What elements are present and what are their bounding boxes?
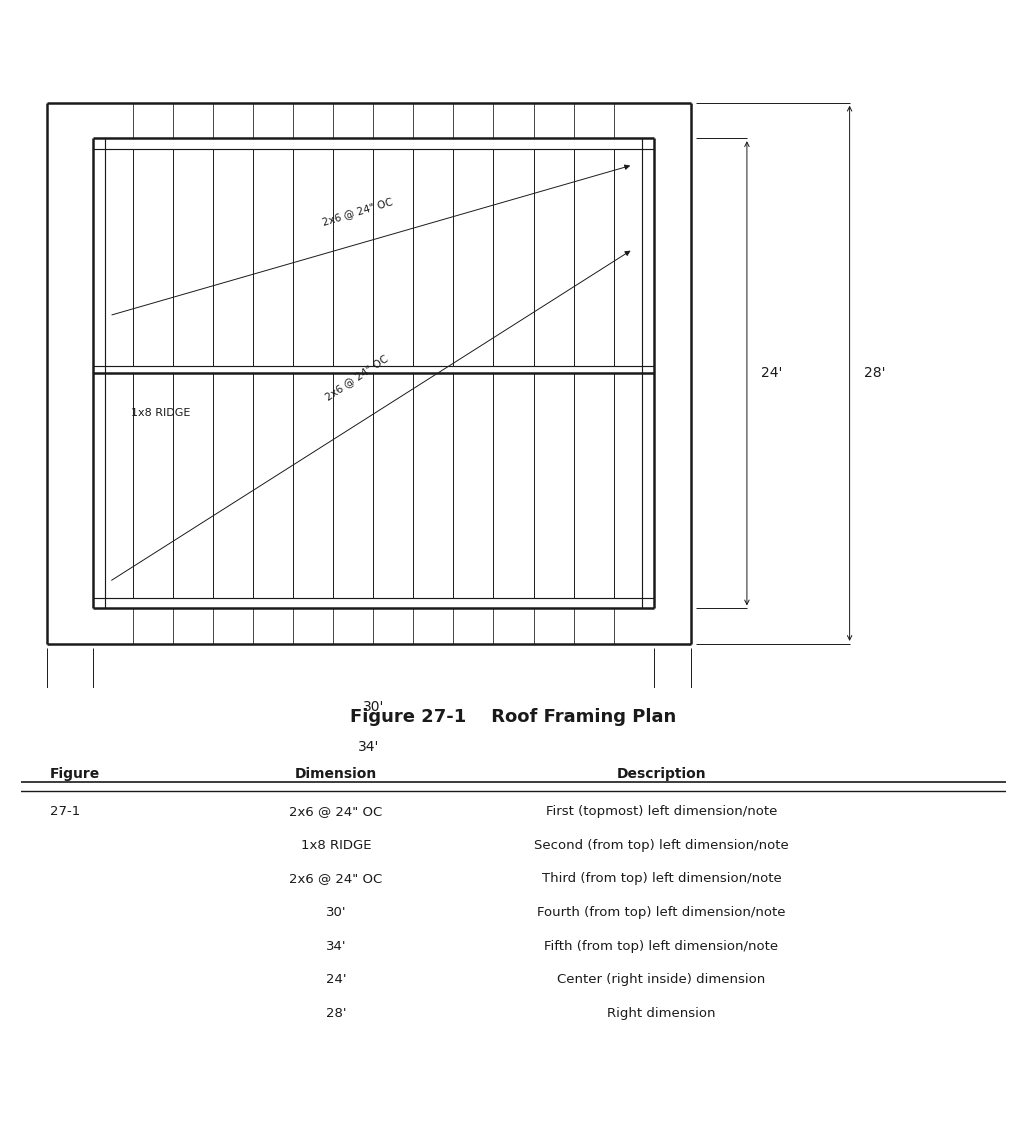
Text: 30': 30' [363, 700, 384, 713]
Text: 2x6 @ 24" OC: 2x6 @ 24" OC [320, 196, 393, 227]
Text: 28': 28' [326, 1007, 346, 1020]
Text: 2x6 @ 24" OC: 2x6 @ 24" OC [290, 873, 383, 885]
Text: Figure: Figure [50, 767, 101, 781]
Text: Third (from top) left dimension/note: Third (from top) left dimension/note [541, 873, 782, 885]
Text: 1x8 RIDGE: 1x8 RIDGE [301, 838, 372, 852]
Text: Description: Description [616, 767, 707, 781]
Text: 27-1: 27-1 [50, 805, 80, 818]
Text: Dimension: Dimension [295, 767, 377, 781]
Text: Second (from top) left dimension/note: Second (from top) left dimension/note [534, 838, 789, 852]
Text: 34': 34' [326, 939, 346, 953]
Text: Fifth (from top) left dimension/note: Fifth (from top) left dimension/note [544, 939, 778, 953]
Text: 28': 28' [864, 366, 885, 381]
Text: 24': 24' [326, 974, 346, 986]
Text: 2x6 @ 24" OC: 2x6 @ 24" OC [324, 353, 390, 403]
Text: 30': 30' [326, 906, 346, 919]
Text: First (topmost) left dimension/note: First (topmost) left dimension/note [545, 805, 777, 818]
Text: Right dimension: Right dimension [607, 1007, 716, 1020]
Text: 2x6 @ 24" OC: 2x6 @ 24" OC [290, 805, 383, 818]
Text: 34': 34' [358, 740, 379, 754]
Text: Fourth (from top) left dimension/note: Fourth (from top) left dimension/note [537, 906, 786, 919]
Text: Figure 27-1    Roof Framing Plan: Figure 27-1 Roof Framing Plan [350, 708, 677, 726]
Text: 1x8 RIDGE: 1x8 RIDGE [130, 408, 190, 419]
Text: 24': 24' [761, 366, 783, 381]
Text: Center (right inside) dimension: Center (right inside) dimension [558, 974, 765, 986]
